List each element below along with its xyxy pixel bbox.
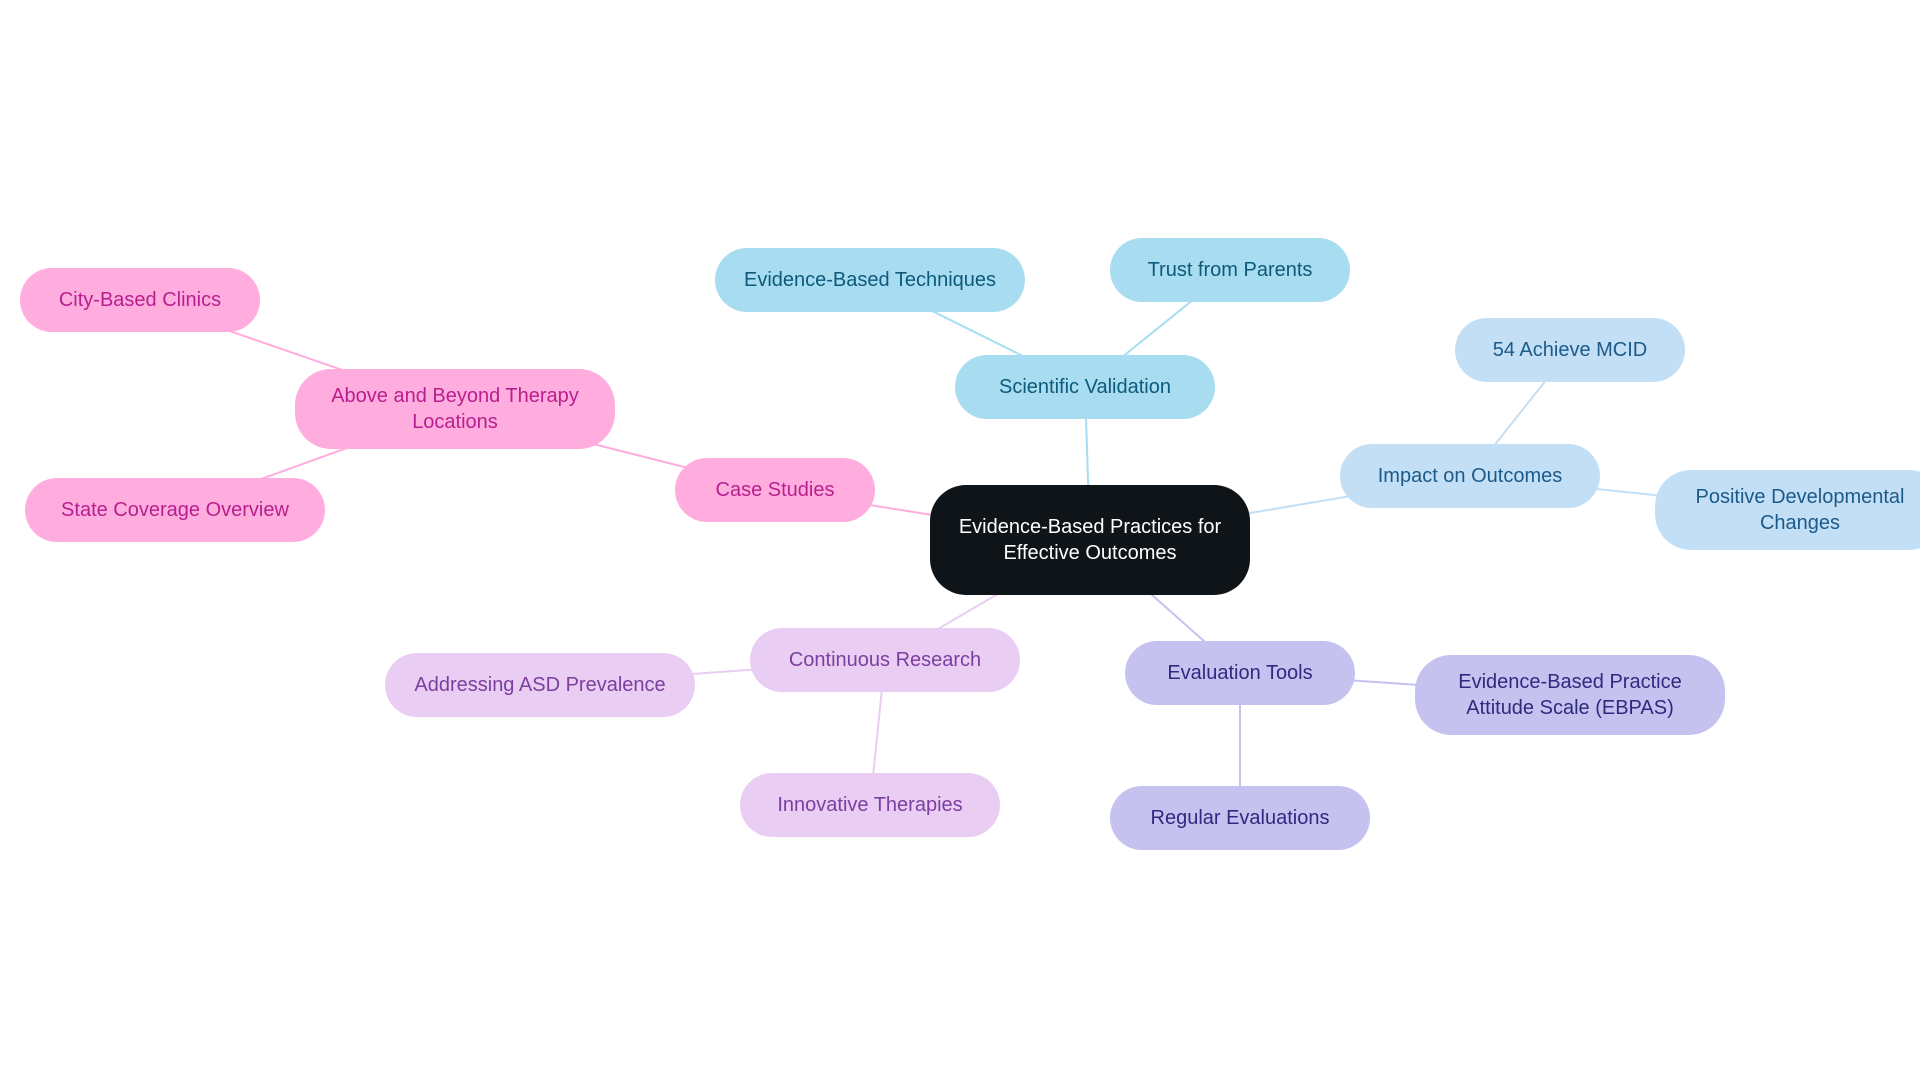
mindmap-node: Above and Beyond Therapy Locations [295, 369, 615, 449]
mindmap-node: State Coverage Overview [25, 478, 325, 542]
mindmap-node: Addressing ASD Prevalence [385, 653, 695, 717]
mindmap-node: Evidence-Based Practice Attitude Scale (… [1415, 655, 1725, 735]
mindmap-node: Innovative Therapies [740, 773, 1000, 837]
mindmap-node: Evaluation Tools [1125, 641, 1355, 705]
root-node: Evidence-Based Practices for Effective O… [930, 485, 1250, 595]
mindmap-node: Positive Developmental Changes [1655, 470, 1920, 550]
mindmap-node: Scientific Validation [955, 355, 1215, 419]
mindmap-node: Case Studies [675, 458, 875, 522]
mindmap-node: 54 Achieve MCID [1455, 318, 1685, 382]
mindmap-node: Regular Evaluations [1110, 786, 1370, 850]
mindmap-node: Impact on Outcomes [1340, 444, 1600, 508]
mindmap-canvas: Evidence-Based Practices for Effective O… [0, 0, 1920, 1083]
mindmap-node: City-Based Clinics [20, 268, 260, 332]
mindmap-node: Continuous Research [750, 628, 1020, 692]
mindmap-node: Evidence-Based Techniques [715, 248, 1025, 312]
mindmap-node: Trust from Parents [1110, 238, 1350, 302]
